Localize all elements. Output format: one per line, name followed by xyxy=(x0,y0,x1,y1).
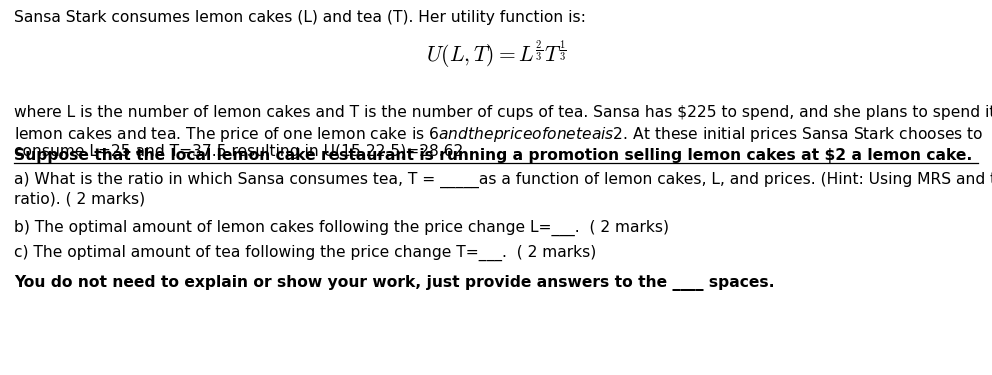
Text: a) What is the ratio in which Sansa consumes tea, T = _____as a function of lemo: a) What is the ratio in which Sansa cons… xyxy=(14,172,992,188)
Text: $U(L,T) = L^{\frac{2}{3}}T^{\frac{1}{3}}$: $U(L,T) = L^{\frac{2}{3}}T^{\frac{1}{3}}… xyxy=(426,38,566,70)
Text: c) The optimal amount of tea following the price change T=___.  ( 2 marks): c) The optimal amount of tea following t… xyxy=(14,245,596,261)
Text: where L is the number of lemon cakes and T is the number of cups of tea. Sansa h: where L is the number of lemon cakes and… xyxy=(14,105,992,120)
Text: ratio). ( 2 marks): ratio). ( 2 marks) xyxy=(14,192,145,207)
Text: Sansa Stark consumes lemon cakes (L) and tea (T). Her utility function is:: Sansa Stark consumes lemon cakes (L) and… xyxy=(14,10,586,25)
Text: Suppose that the local lemon cake restaurant is running a promotion selling lemo: Suppose that the local lemon cake restau… xyxy=(14,148,972,163)
Text: b) The optimal amount of lemon cakes following the price change L=___.  ( 2 mark: b) The optimal amount of lemon cakes fol… xyxy=(14,220,669,236)
Text: consume L=25 and T=37.5 resulting in U(15,22.5)=28.62.: consume L=25 and T=37.5 resulting in U(1… xyxy=(14,144,468,159)
Text: You do not need to explain or show your work, just provide answers to the ____ s: You do not need to explain or show your … xyxy=(14,275,775,291)
Text: lemon cakes and tea. The price of one lemon cake is $6 and the price of one tea : lemon cakes and tea. The price of one le… xyxy=(14,124,983,144)
